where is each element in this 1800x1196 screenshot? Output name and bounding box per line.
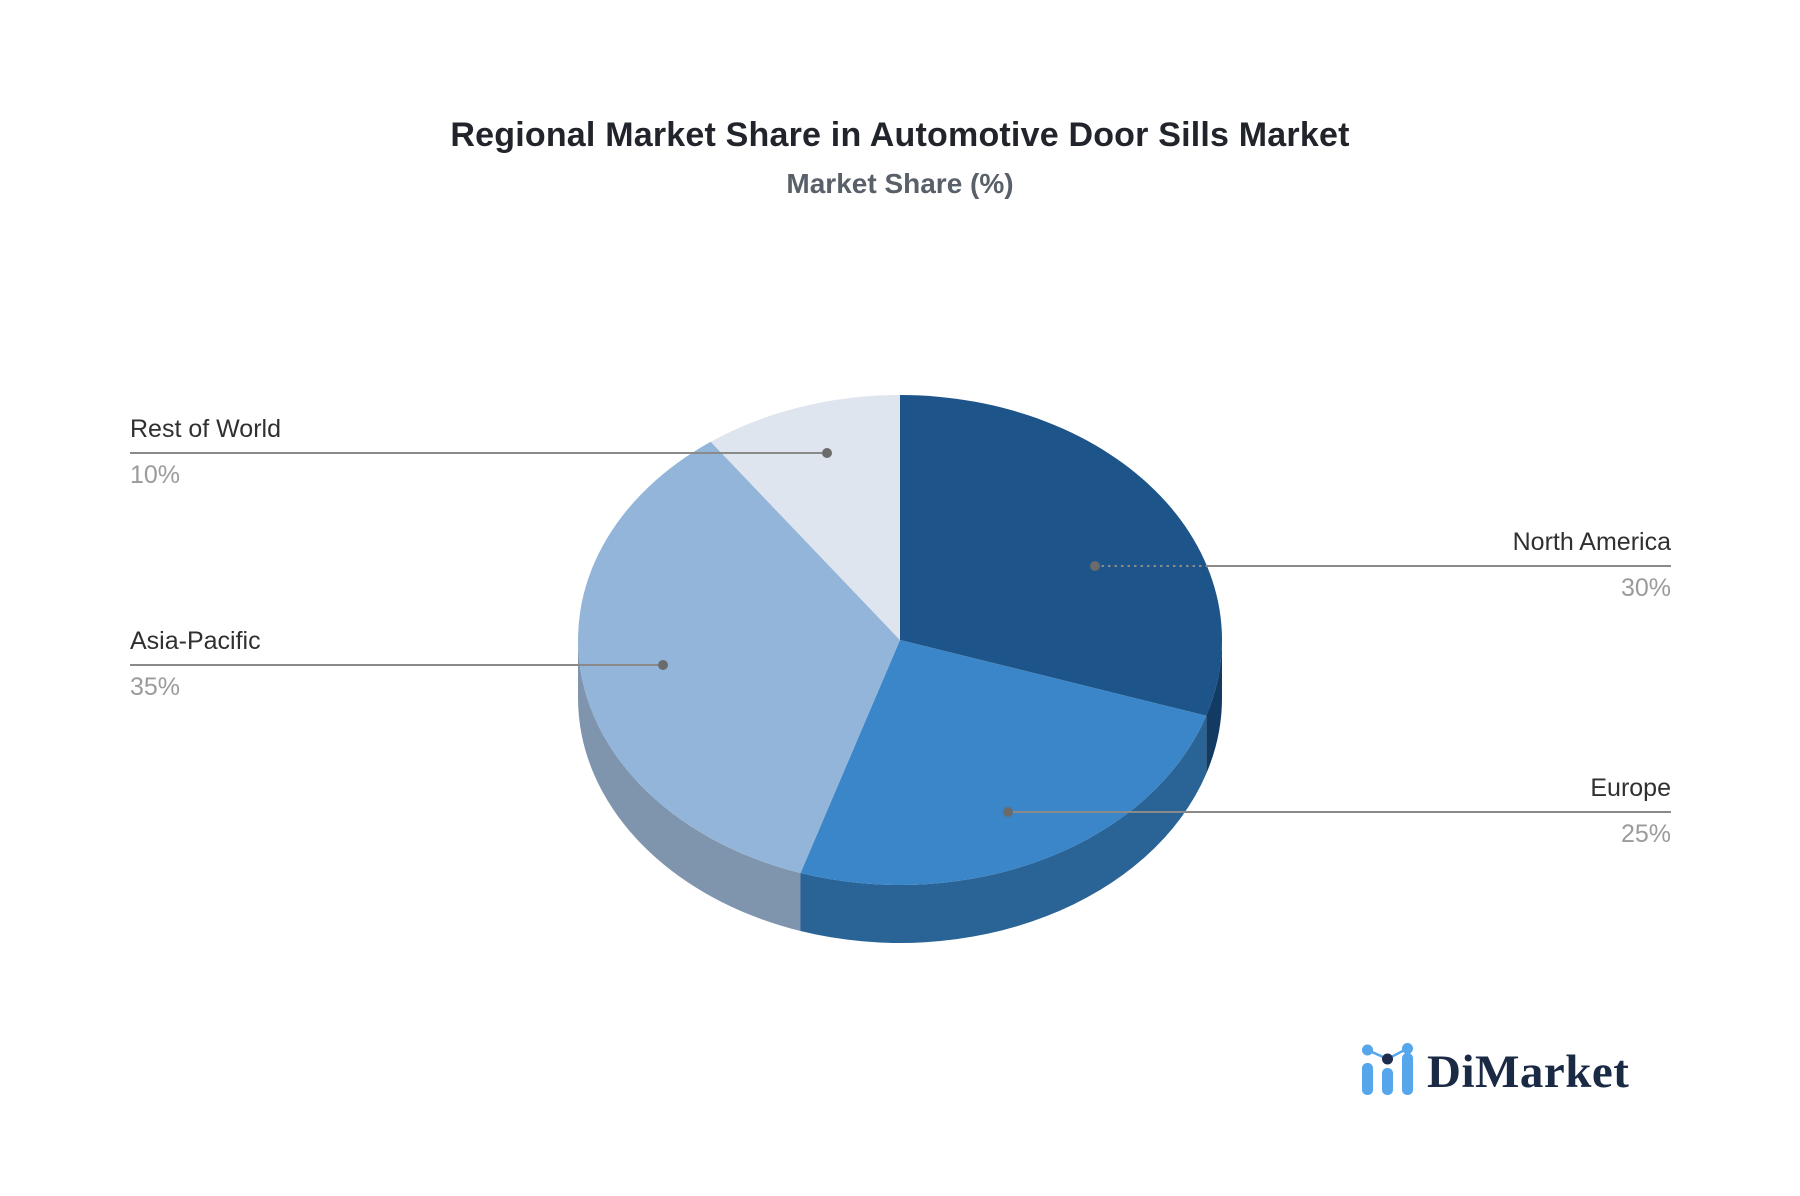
- slice-label-name: Rest of World: [130, 415, 281, 443]
- leader-dot-asia-pacific: [658, 660, 668, 670]
- pie-slice-side-north-america: [1206, 640, 1222, 774]
- pie-slice-north-america[interactable]: [900, 395, 1223, 716]
- slice-label-name: Asia-Pacific: [130, 627, 261, 655]
- pie-slice-rest-of-world[interactable]: [710, 395, 900, 640]
- bar-line-chart-icon: [1362, 1043, 1413, 1095]
- leader-dot-rest-of-world: [822, 448, 832, 458]
- brand-logo: DiMarket: [1362, 1035, 1629, 1097]
- pie-slice-side-europe: [800, 715, 1207, 944]
- slice-label-percent: 30%: [1620, 574, 1671, 602]
- slice-label-percent: 10%: [130, 461, 181, 489]
- brand-name: DiMarket: [1427, 1046, 1630, 1098]
- slice-label-percent: 35%: [130, 673, 181, 701]
- chart-subtitle: Market Share (%): [786, 168, 1014, 199]
- pie-slice-asia-pacific[interactable]: [577, 441, 900, 874]
- pie-slice-europe[interactable]: [800, 640, 1207, 886]
- slice-label-name: Europe: [1590, 774, 1671, 802]
- chart-title: Regional Market Share in Automotive Door…: [450, 116, 1350, 154]
- leader-dot-europe: [1003, 807, 1013, 817]
- slice-label-percent: 25%: [1620, 820, 1671, 848]
- leader-dot-north-america: [1090, 561, 1100, 571]
- slice-label-name: North America: [1512, 528, 1671, 556]
- pie-slice-side-asia-pacific: [578, 640, 801, 932]
